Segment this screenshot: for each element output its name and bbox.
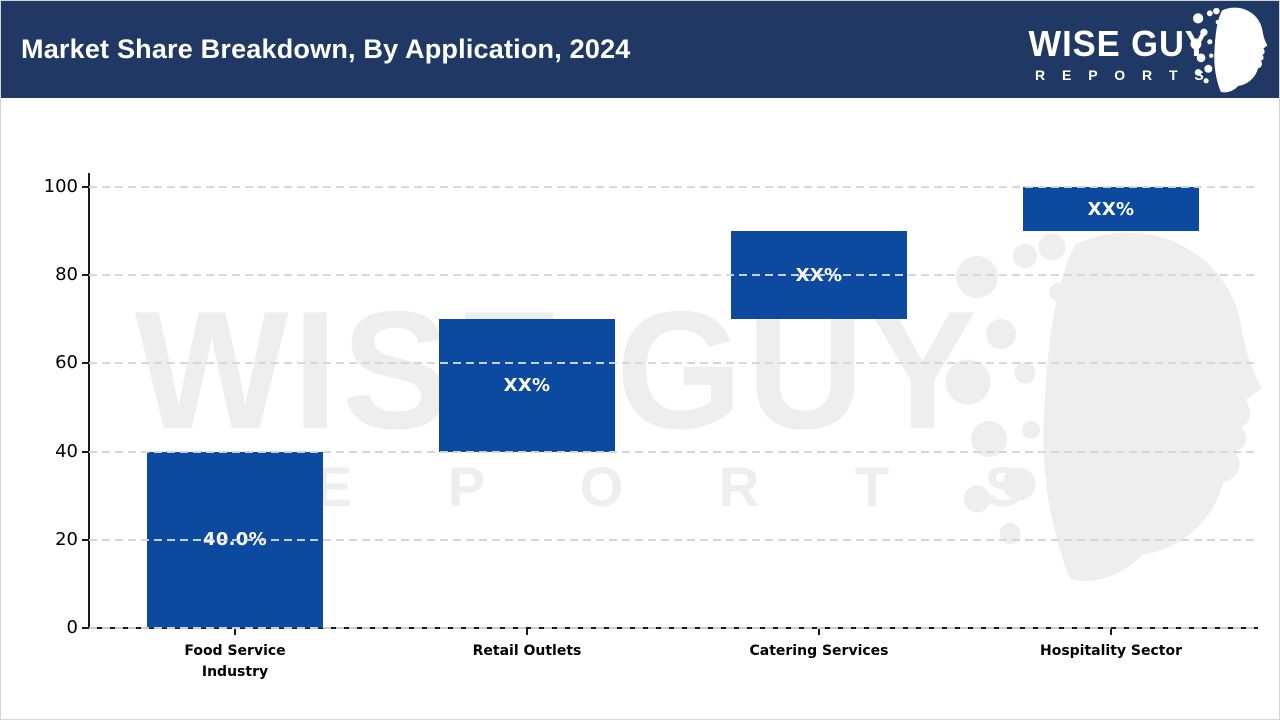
y-tick xyxy=(82,627,88,629)
bar: XX% xyxy=(439,319,615,452)
page-title: Market Share Breakdown, By Application, … xyxy=(21,34,631,64)
bar-value-label: XX% xyxy=(503,374,551,396)
y-tick xyxy=(82,186,88,188)
gridline xyxy=(89,627,1257,629)
gridline xyxy=(89,538,1257,541)
x-tick-label: Food Service Industry xyxy=(184,643,286,680)
x-tick xyxy=(526,629,528,635)
x-tick-label: Catering Services xyxy=(749,643,889,659)
gridline xyxy=(89,450,1257,453)
gridline xyxy=(89,186,1257,188)
brand-logo: WISE GUY R E P O R T S xyxy=(1029,7,1267,92)
y-tick-label: 0 xyxy=(66,617,78,638)
y-tick xyxy=(82,450,88,453)
x-tick-label: Retail Outlets xyxy=(472,643,582,659)
gridline xyxy=(89,274,1257,277)
y-tick xyxy=(82,274,88,277)
chart-area: WISE GUY R E P O R T S 0 20 40 60 80 100 40.0%… xyxy=(1,98,1279,719)
logo-wordmark: WISE GUY xyxy=(1029,24,1209,64)
y-tick-label: 100 xyxy=(43,176,78,197)
x-tick-label: Hospitality Sector xyxy=(1039,643,1182,659)
y-tick-label: 40 xyxy=(55,440,78,462)
gridline xyxy=(89,362,1257,365)
x-tick xyxy=(818,629,820,635)
y-axis-spine xyxy=(88,173,90,629)
bar-value-label: XX% xyxy=(1087,198,1135,220)
header: Market Share Breakdown, By Application, … xyxy=(1,1,1279,98)
x-tick xyxy=(234,629,236,635)
y-tick-label: 80 xyxy=(55,264,78,286)
y-tick xyxy=(82,362,88,365)
x-tick xyxy=(1110,629,1112,635)
logo-subtext: R E P O R T S xyxy=(1035,67,1210,83)
y-tick xyxy=(82,538,88,541)
y-tick-label: 20 xyxy=(55,528,78,550)
bar: XX% xyxy=(1023,187,1199,232)
y-tick-label: 60 xyxy=(55,352,78,374)
plot-area: 0 20 40 60 80 100 40.0% Food Service Industry XX… xyxy=(1,98,1279,719)
